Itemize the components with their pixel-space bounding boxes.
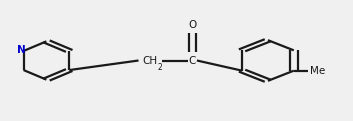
- Text: Me: Me: [310, 66, 325, 76]
- Text: 2: 2: [157, 63, 162, 72]
- Text: N: N: [17, 45, 26, 55]
- Text: C: C: [189, 56, 196, 65]
- Text: CH: CH: [143, 56, 158, 65]
- Text: O: O: [188, 20, 197, 30]
